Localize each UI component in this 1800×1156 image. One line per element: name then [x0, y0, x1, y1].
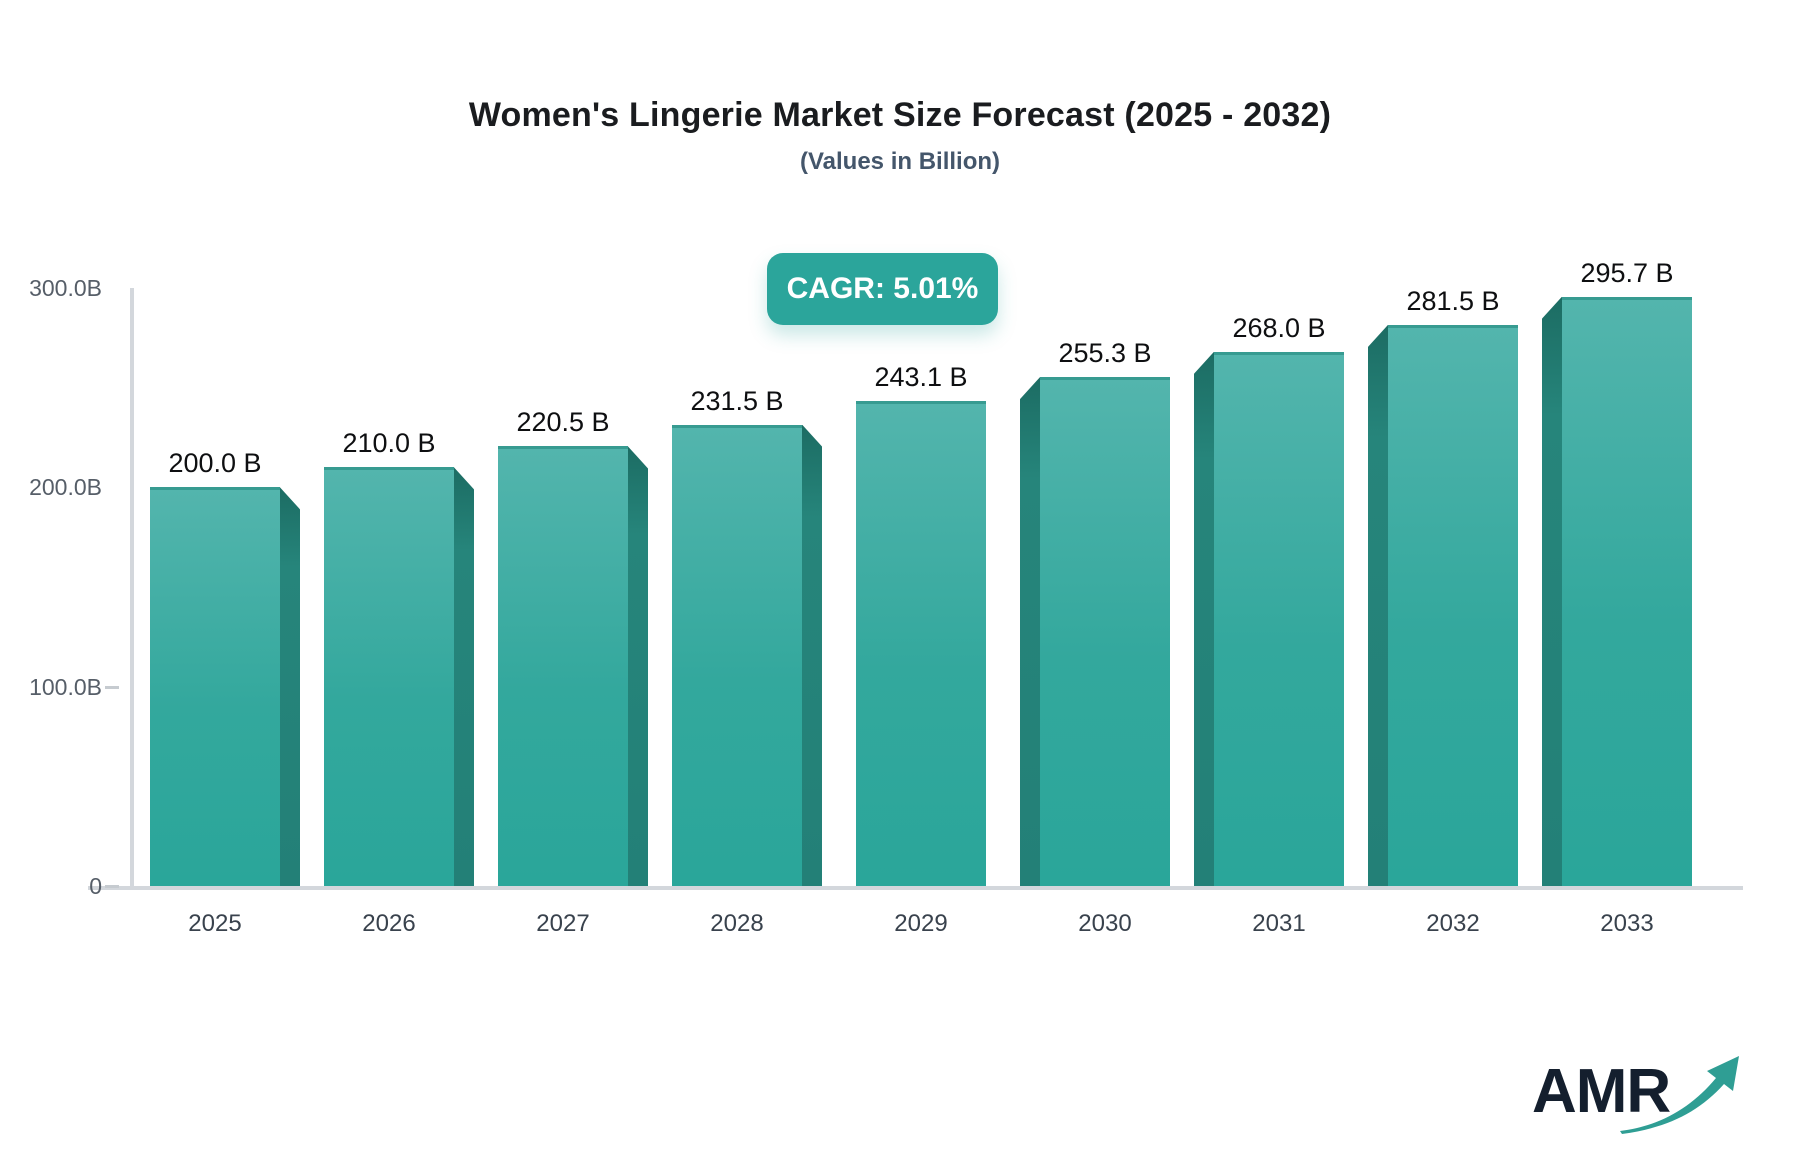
bar-2027	[498, 446, 628, 886]
bar-value-label: 295.7 B	[1580, 257, 1674, 288]
logo-arrow-icon	[1620, 1056, 1739, 1134]
x-axis-label: 2029	[894, 910, 948, 937]
bar-side-2025	[280, 487, 300, 886]
bar-side-2028	[802, 424, 822, 886]
bar-value-label: 200.0 B	[168, 448, 262, 479]
y-axis-label: 100.0B	[29, 673, 102, 700]
x-axis-label: 2026	[362, 910, 416, 937]
bar-value-label: 243.1 B	[874, 362, 968, 393]
y-axis-line	[130, 288, 134, 886]
cagr-badge: CAGR: 5.01%	[767, 253, 998, 325]
y-axis-label: 300.0B	[29, 275, 102, 301]
y-axis-tick	[105, 685, 119, 689]
x-axis-label: 2030	[1078, 910, 1132, 937]
bar-side-2027	[628, 446, 648, 886]
x-axis-label: 2025	[188, 910, 242, 937]
x-axis-label: 2031	[1252, 910, 1306, 937]
bar-side-2031	[1194, 351, 1214, 886]
bar-value-label: 210.0 B	[342, 428, 436, 459]
bar-2025	[150, 487, 280, 886]
bar-value-label: 255.3 B	[1058, 338, 1152, 369]
amr-logo-text: AMR	[1532, 1057, 1670, 1126]
bar-side-2026	[454, 467, 474, 886]
x-axis-label: 2033	[1600, 910, 1654, 937]
bar-value-label: 268.0 B	[1232, 312, 1326, 343]
chart-title: Women's Lingerie Market Size Forecast (2…	[468, 96, 1332, 134]
x-axis-label: 2027	[536, 910, 590, 937]
y-axis-label: 200.0B	[29, 474, 102, 501]
bar-side-2032	[1368, 324, 1388, 886]
bar-side-2033	[1542, 296, 1562, 886]
bar-value-label: 231.5 B	[690, 385, 784, 416]
bar-2033	[1562, 296, 1692, 886]
y-axis-label: 0	[89, 873, 102, 899]
bar-2029	[856, 401, 986, 886]
bar-2032	[1388, 324, 1518, 886]
bar-2026	[324, 467, 454, 886]
bar-side-2030	[1020, 377, 1040, 886]
amr-logo: AMR	[1532, 1056, 1739, 1134]
bar-2028	[672, 424, 802, 886]
bar-value-label: 281.5 B	[1406, 285, 1500, 316]
x-axis-label: 2028	[710, 910, 764, 937]
x-axis-label: 2032	[1426, 910, 1480, 937]
bar-value-label: 220.5 B	[516, 407, 610, 438]
bar-2030	[1040, 377, 1170, 886]
x-axis-line	[88, 886, 1743, 890]
bar-2031	[1214, 351, 1344, 886]
y-axis-tick	[105, 885, 119, 888]
chart-subtitle: (Values in Billion)	[799, 148, 1001, 175]
